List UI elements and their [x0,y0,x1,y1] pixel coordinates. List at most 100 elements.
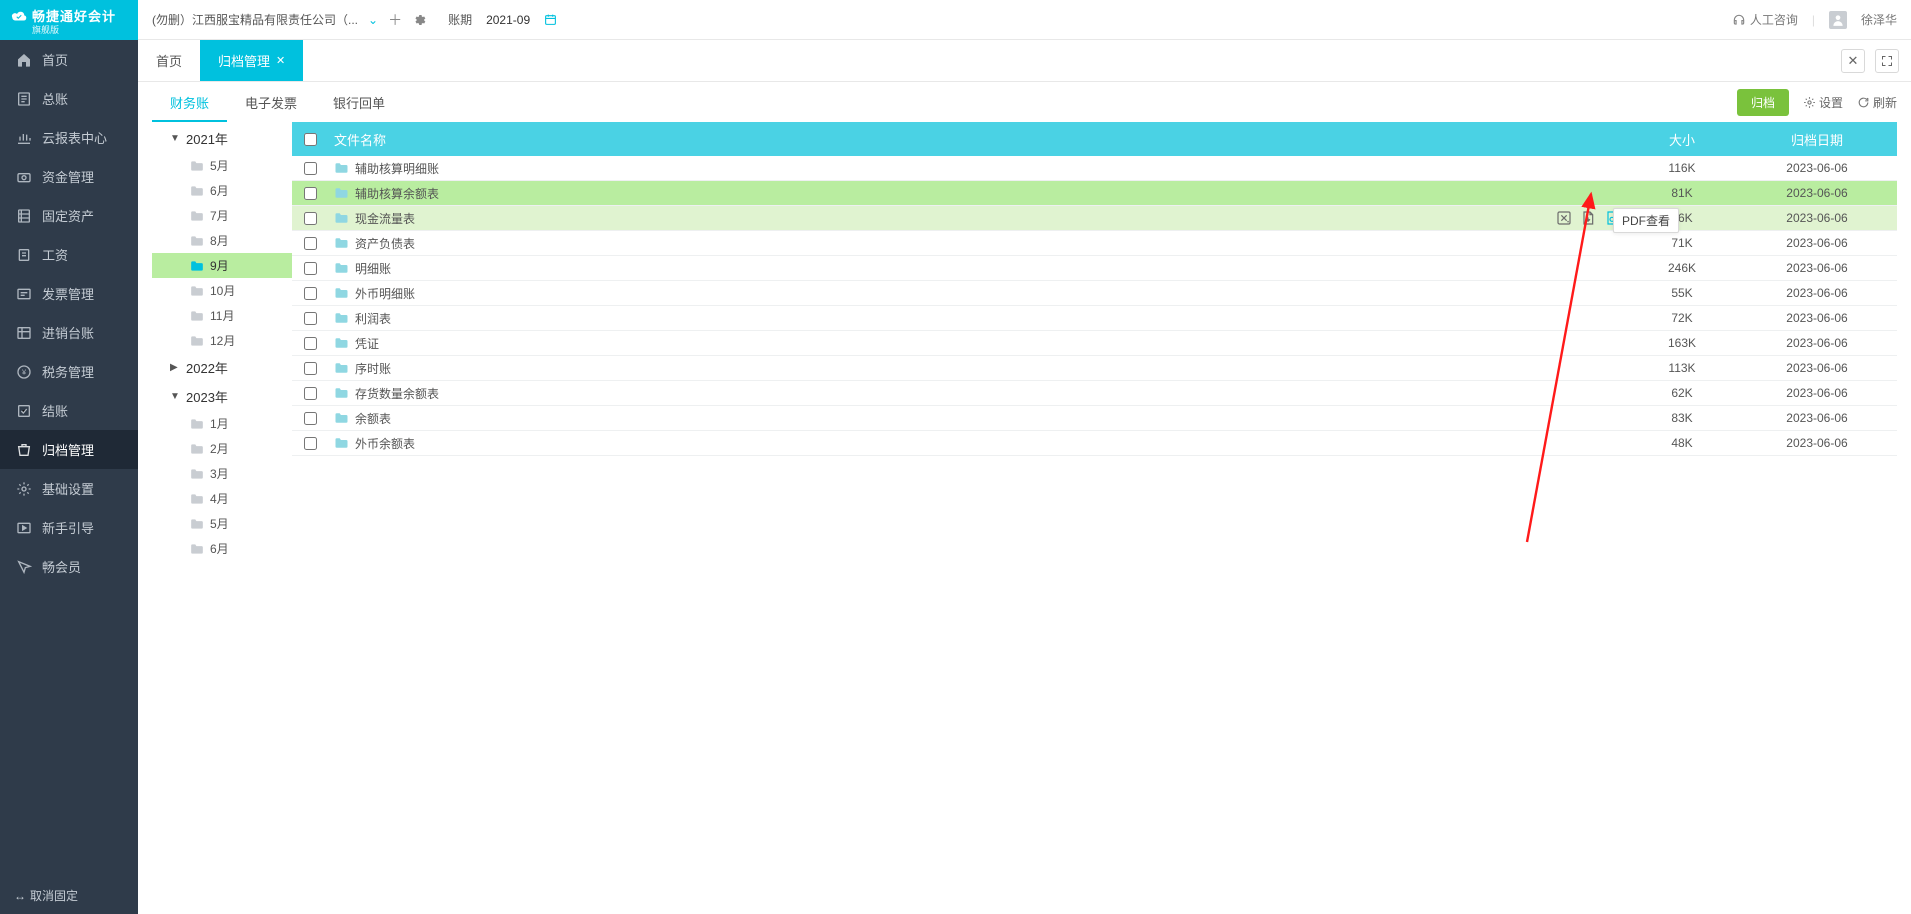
row-checkbox[interactable] [304,312,317,325]
caret-icon: ▶ [170,362,180,373]
col-date[interactable]: 归档日期 [1737,130,1897,149]
row-checkbox[interactable] [304,412,317,425]
month-label: 3月 [210,465,229,482]
table-row[interactable]: 辅助核算明细账116K2023-06-06 [292,156,1897,181]
nav-label: 新手引导 [42,518,94,537]
archive-button[interactable]: 归档 [1737,89,1789,116]
file-name: 外币明细账 [355,285,415,302]
row-checkbox[interactable] [304,362,317,375]
select-all-checkbox[interactable] [304,133,317,146]
row-checkbox[interactable] [304,287,317,300]
month-label: 10月 [210,282,235,299]
table-row[interactable]: 外币余额表48K2023-06-06 [292,431,1897,456]
sidebar-item-4[interactable]: 固定资产 [0,196,138,235]
subtab-2[interactable]: 银行回单 [315,83,403,122]
row-checkbox[interactable] [304,187,317,200]
settings-button[interactable]: 设置 [1803,94,1843,111]
folder-icon [334,362,349,374]
file-name: 余额表 [355,410,391,427]
table-row[interactable]: 明细账246K2023-06-06 [292,256,1897,281]
consult-button[interactable]: 人工咨询 [1732,11,1798,28]
company-selector[interactable]: (勿删）江西服宝精品有限责任公司（... [152,11,358,28]
tab-1[interactable]: 归档管理✕ [200,40,303,81]
col-name[interactable]: 文件名称 [328,130,1627,149]
table-row[interactable]: 余额表83K2023-06-06 [292,406,1897,431]
tree-year-1[interactable]: ▶2022年 [152,353,292,382]
period-value[interactable]: 2021-09 [486,13,530,27]
table-row[interactable]: 凭证163K2023-06-06 [292,331,1897,356]
sidebar-item-11[interactable]: 基础设置 [0,469,138,508]
row-checkbox[interactable] [304,162,317,175]
tree-month-2-1[interactable]: 2月 [152,436,292,461]
sidebar-item-8[interactable]: ¥税务管理 [0,352,138,391]
tree-month-0-1[interactable]: 6月 [152,178,292,203]
tree-year-0[interactable]: ▼2021年 [152,124,292,153]
row-checkbox[interactable] [304,212,317,225]
tree-month-0-2[interactable]: 7月 [152,203,292,228]
file-date: 2023-06-06 [1737,386,1897,400]
pdf-download-icon[interactable] [1579,209,1597,227]
subtab-1[interactable]: 电子发票 [227,83,315,122]
add-company-button[interactable]: ＋ [388,10,402,30]
sidebar-item-12[interactable]: 新手引导 [0,508,138,547]
tree-month-0-7[interactable]: 12月 [152,328,292,353]
table-header: 文件名称 大小 归档日期 [292,122,1897,156]
sidebar-item-1[interactable]: 总账 [0,79,138,118]
company-settings-button[interactable] [412,13,426,27]
sidebar-item-6[interactable]: 发票管理 [0,274,138,313]
tab-0[interactable]: 首页 [138,40,200,81]
user-name[interactable]: 徐泽华 [1861,11,1897,28]
close-icon[interactable]: ✕ [276,54,285,67]
tree-month-0-6[interactable]: 11月 [152,303,292,328]
excel-download-icon[interactable] [1555,209,1573,227]
file-date: 2023-06-06 [1737,236,1897,250]
tree-month-0-4[interactable]: 9月 [152,253,292,278]
file-name: 资产负债表 [355,235,415,252]
fullscreen-button[interactable] [1875,49,1899,73]
table-row[interactable]: 外币明细账55K2023-06-06 [292,281,1897,306]
sidebar-item-13[interactable]: 畅会员 [0,547,138,586]
table-row[interactable]: 利润表72K2023-06-06 [292,306,1897,331]
col-size[interactable]: 大小 [1627,130,1737,149]
sidebar-item-5[interactable]: 工资 [0,235,138,274]
folder-icon [190,335,204,347]
subtab-0[interactable]: 财务账 [152,83,227,122]
sidebar-item-3[interactable]: 资金管理 [0,157,138,196]
table-row[interactable]: 存货数量余额表62K2023-06-06 [292,381,1897,406]
avatar-icon[interactable] [1829,11,1847,29]
row-checkbox[interactable] [304,262,317,275]
tree-year-2[interactable]: ▼2023年 [152,382,292,411]
file-date: 2023-06-06 [1737,411,1897,425]
table-row[interactable]: 现金流量表PDF查看66K2023-06-06 [292,206,1897,231]
tree-month-2-5[interactable]: 6月 [152,536,292,561]
sidebar-item-2[interactable]: 云报表中心 [0,118,138,157]
sidebar-item-0[interactable]: 首页 [0,40,138,79]
tree-month-2-0[interactable]: 1月 [152,411,292,436]
close-tab-button[interactable]: ✕ [1841,49,1865,73]
table-row[interactable]: 资产负债表71K2023-06-06 [292,231,1897,256]
sidebar-item-7[interactable]: 进销台账 [0,313,138,352]
tree-month-2-4[interactable]: 5月 [152,511,292,536]
folder-icon [334,437,349,449]
row-checkbox[interactable] [304,337,317,350]
table-row[interactable]: 辅助核算余额表81K2023-06-06 [292,181,1897,206]
row-checkbox[interactable] [304,237,317,250]
calendar-icon[interactable] [544,13,557,26]
sidebar-item-9[interactable]: 结账 [0,391,138,430]
sidebar-item-10[interactable]: 归档管理 [0,430,138,469]
tree-month-2-2[interactable]: 3月 [152,461,292,486]
chevron-down-icon[interactable]: ⌄ [368,13,378,27]
tree-month-0-0[interactable]: 5月 [152,153,292,178]
nav-icon [16,169,32,185]
tree-month-2-3[interactable]: 4月 [152,486,292,511]
sidebar-unpin[interactable]: ↔ 取消固定 [0,877,138,914]
caret-icon: ▼ [170,391,180,402]
row-checkbox[interactable] [304,387,317,400]
tree-month-0-3[interactable]: 8月 [152,228,292,253]
tree-month-0-5[interactable]: 10月 [152,278,292,303]
row-checkbox[interactable] [304,437,317,450]
nav-icon [16,91,32,107]
file-date: 2023-06-06 [1737,261,1897,275]
refresh-button[interactable]: 刷新 [1857,94,1897,111]
table-row[interactable]: 序时账113K2023-06-06 [292,356,1897,381]
